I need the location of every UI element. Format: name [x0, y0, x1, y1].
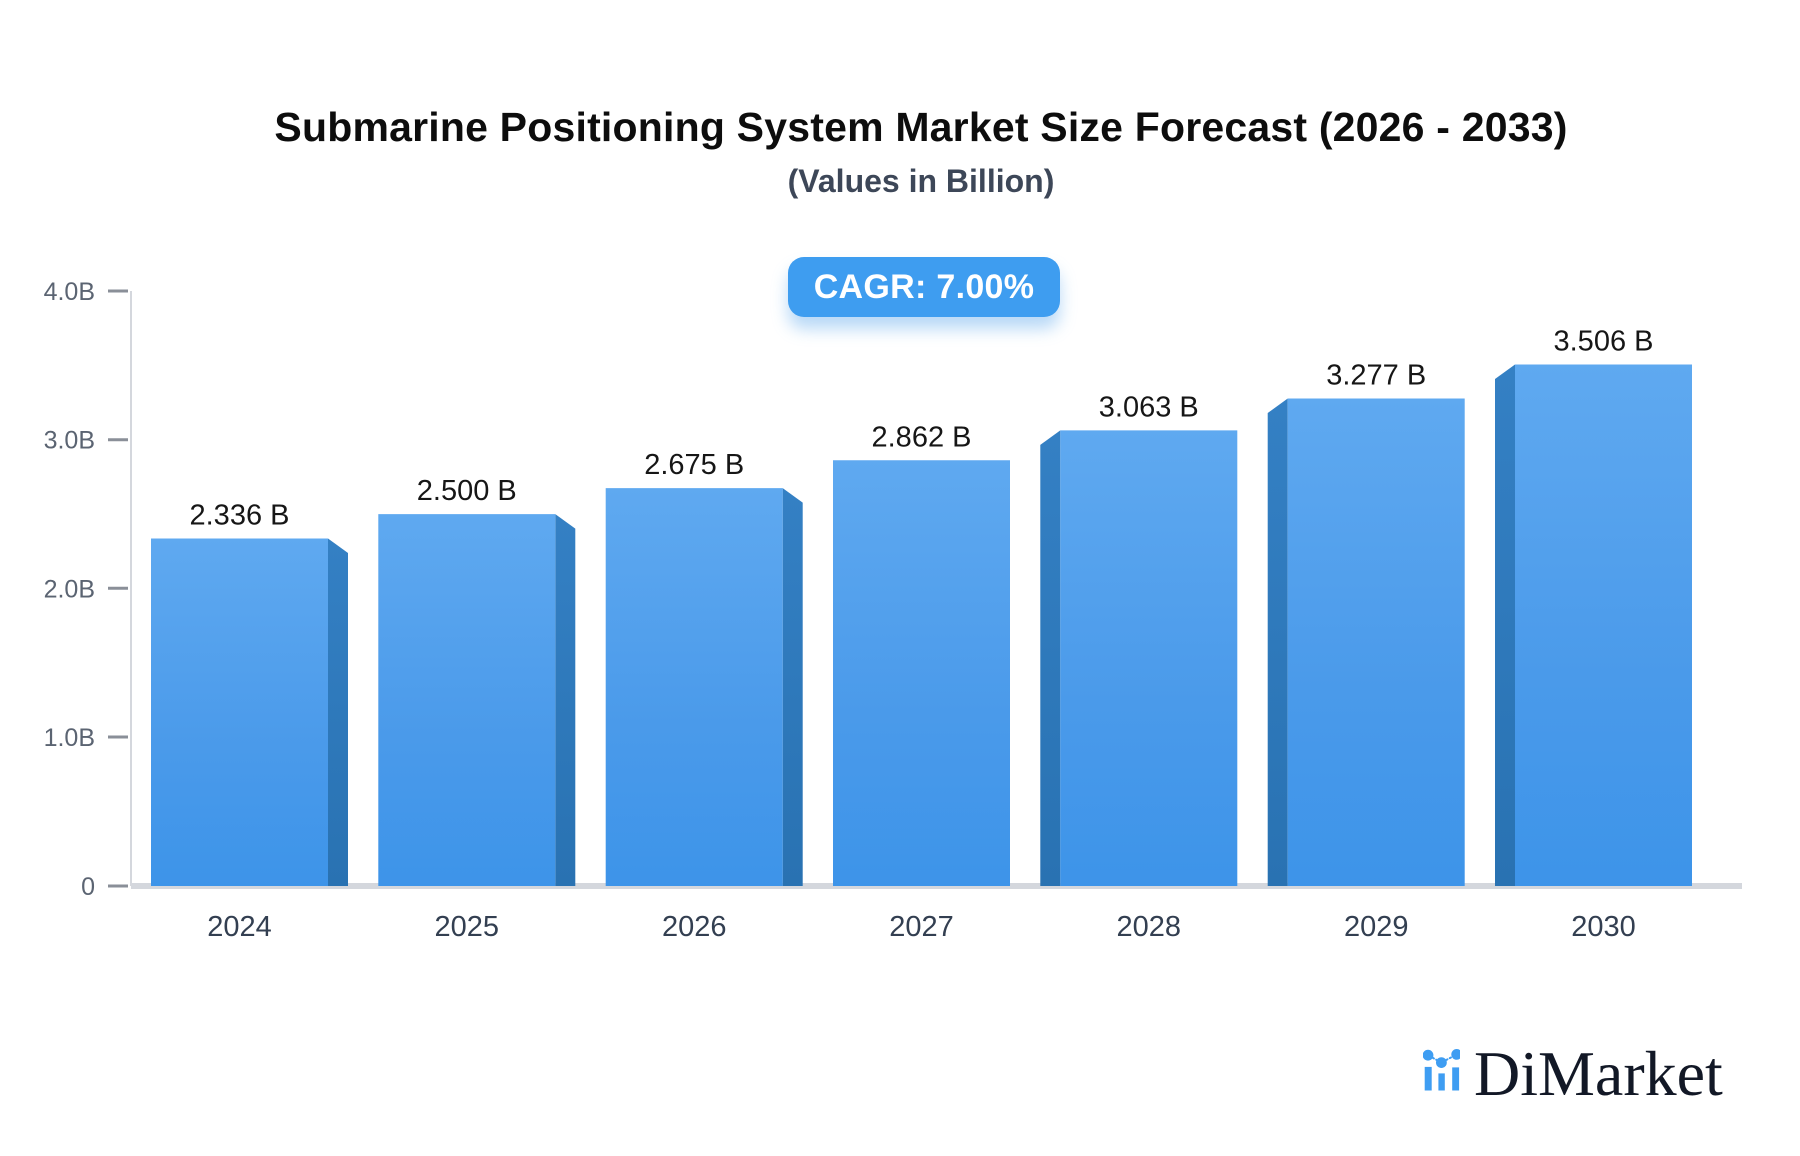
- svg-text:2025: 2025: [435, 911, 500, 943]
- svg-text:2030: 2030: [1571, 911, 1636, 943]
- svg-text:3.063 B: 3.063 B: [1099, 391, 1199, 423]
- svg-text:2027: 2027: [889, 911, 954, 943]
- svg-text:2.862 B: 2.862 B: [872, 421, 972, 453]
- svg-text:2.336 B: 2.336 B: [190, 500, 290, 532]
- svg-text:3.277 B: 3.277 B: [1326, 360, 1426, 392]
- svg-text:1.0B: 1.0B: [44, 724, 95, 752]
- svg-text:2.675 B: 2.675 B: [644, 449, 744, 481]
- svg-text:3.506 B: 3.506 B: [1554, 326, 1654, 358]
- svg-text:2.500 B: 2.500 B: [417, 475, 517, 507]
- svg-text:0: 0: [81, 873, 95, 901]
- svg-text:2.0B: 2.0B: [44, 575, 95, 603]
- svg-text:2029: 2029: [1344, 911, 1409, 943]
- svg-text:2024: 2024: [207, 911, 272, 943]
- svg-text:3.0B: 3.0B: [44, 427, 95, 455]
- svg-text:2028: 2028: [1117, 911, 1182, 943]
- svg-text:4.0B: 4.0B: [44, 278, 95, 306]
- svg-text:2026: 2026: [662, 911, 727, 943]
